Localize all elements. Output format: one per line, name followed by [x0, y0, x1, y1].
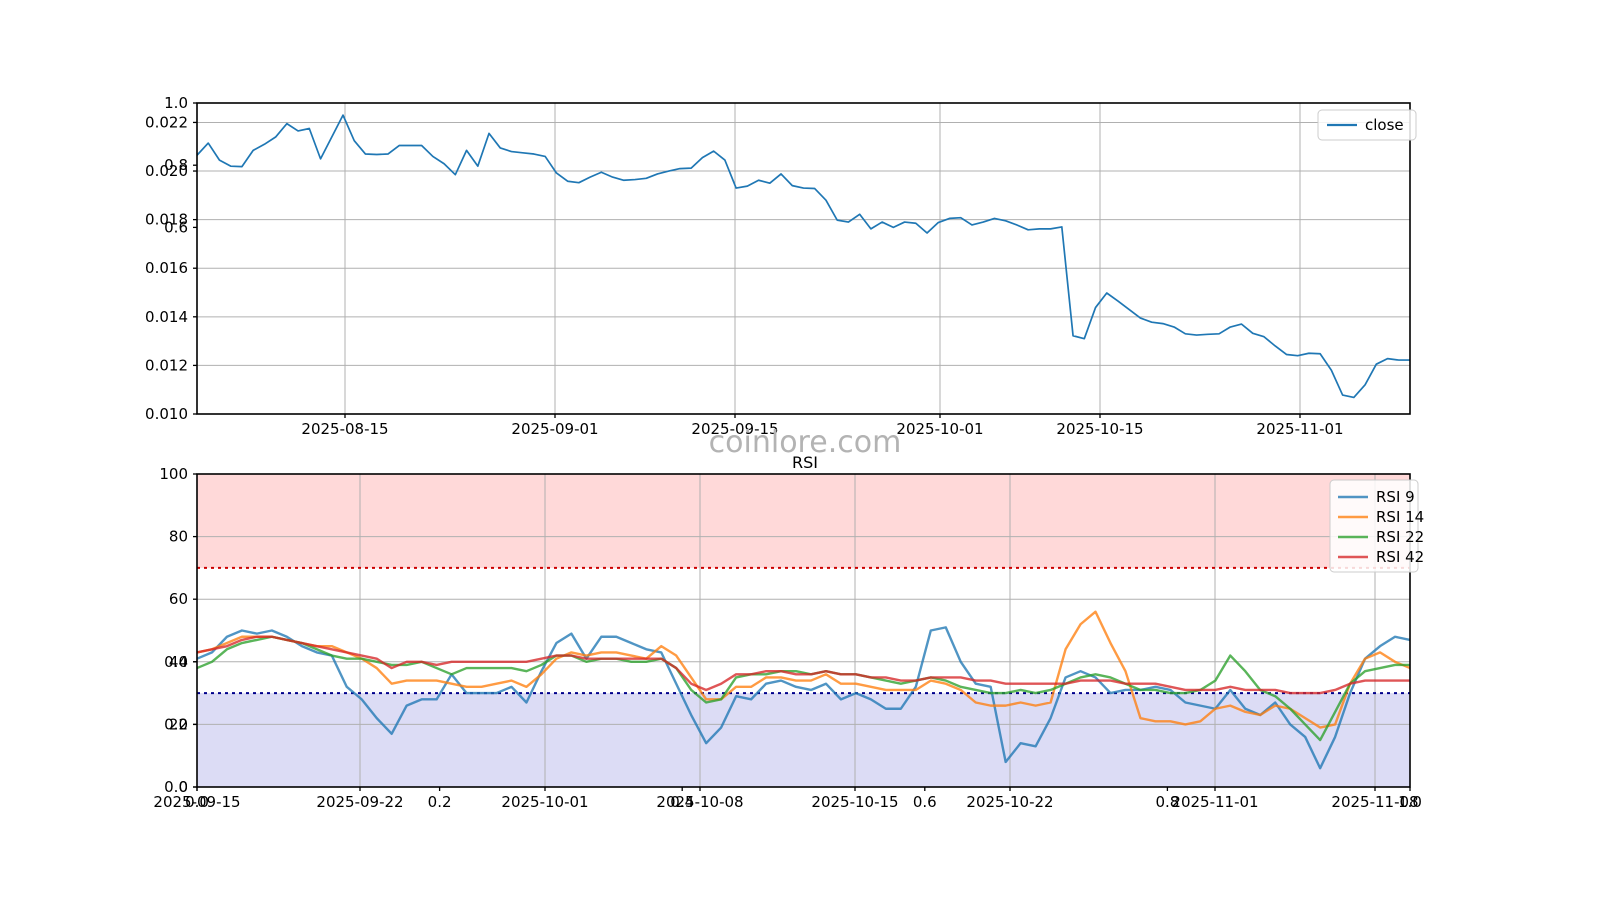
rsi-y-axis-ticks: 0 20 40 60 80 100 — [159, 465, 197, 796]
rsi-y-tick-label: 100 — [159, 465, 188, 483]
rsi-x-tick-label: 2025-09-15 — [153, 793, 240, 811]
price-series-close — [196, 114, 1410, 399]
rsi-y-tick-label-overlap: 0.2 — [164, 715, 188, 733]
rsi-y-tick-label: 60 — [169, 590, 188, 608]
rsi-gridlines — [197, 474, 1410, 787]
rsi-y-axis-ticks-overlap: 0.0 0.2 0.4 — [164, 653, 197, 796]
price-legend-box — [1317, 109, 1417, 141]
price-x-tick-label: 2025-11-01 — [1256, 420, 1343, 438]
close-line — [196, 114, 1410, 399]
rsi-x-tick-label: 2025-10-22 — [966, 793, 1053, 811]
price-x-tick-label: 2025-10-15 — [1056, 420, 1143, 438]
rsi-x-tick-label-overlap: 1.0 — [1398, 793, 1422, 811]
price-y-tick-label: 0.016 — [145, 259, 188, 277]
price-x-tick-label: 2025-08-15 — [301, 420, 388, 438]
rsi-legend-label-3: RSI 42 — [1376, 548, 1424, 566]
rsi-x-tick-label: 2025-10-15 — [811, 793, 898, 811]
rsi-overbought-band — [197, 474, 1410, 568]
price-plot-background — [197, 103, 1410, 414]
price-x-tick-label: 2025-09-15 — [691, 420, 778, 438]
price-y-tick-label: 0.012 — [145, 356, 188, 374]
rsi-y-tick-label: 0 — [178, 778, 188, 796]
rsi-y-tick-label-overlap: 0.4 — [164, 653, 188, 671]
rsi-oversold-band — [197, 693, 1410, 787]
rsi-x-tick-label: 2025-10-01 — [501, 793, 588, 811]
price-y-tick-label-overlap: 0.6 — [164, 218, 188, 236]
price-y-tick-label: 0.022 — [145, 113, 188, 131]
rsi-y-tick-label: 20 — [169, 715, 188, 733]
rsi-legend-label-0: RSI 9 — [1376, 488, 1415, 506]
rsi-x-tick-label-overlap: 0.0 — [185, 793, 209, 811]
rsi-line-rsi-9 — [196, 626, 1411, 770]
rsi-series-group — [196, 610, 1411, 770]
rsi-legend-label-2: RSI 22 — [1376, 528, 1424, 546]
rsi-legend-box — [1329, 479, 1419, 573]
rsi-y-tick-label-overlap: 0.0 — [164, 778, 188, 796]
rsi-x-tick-label-overlap: 0.8 — [1155, 793, 1179, 811]
price-y-tick-label: 0.010 — [145, 405, 188, 423]
rsi-line-rsi-14 — [196, 610, 1411, 729]
price-gridlines — [197, 103, 1410, 414]
price-y-tick-label: 0.014 — [145, 308, 188, 326]
price-y-axis-ticks-overlap: 0.6 0.8 1.0 — [164, 94, 197, 236]
rsi-legend-label-1: RSI 14 — [1376, 508, 1424, 526]
price-legend[interactable]: close — [1317, 109, 1417, 141]
price-y-tick-label: 0.018 — [145, 211, 188, 229]
price-x-tick-label: 2025-10-01 — [896, 420, 983, 438]
price-y-axis-ticks: 0.010 0.012 0.014 0.016 0.018 0.020 0.022 — [145, 113, 197, 423]
rsi-x-axis-ticks: 2025-09-15 2025-09-22 2025-10-01 2025-10-08… — [153, 787, 1419, 811]
price-y-tick-label-overlap: 1.0 — [164, 94, 188, 112]
rsi-title: RSI — [792, 453, 818, 472]
rsi-x-tick-label: 2025-10-08 — [656, 793, 743, 811]
watermark-coinlore: coinlore.com — [709, 425, 902, 460]
rsi-line-rsi-42 — [196, 635, 1410, 695]
price-axes-frame — [196, 102, 1411, 415]
rsi-axes-frame — [196, 473, 1411, 788]
price-y-tick-label: 0.020 — [145, 162, 188, 180]
price-y-tick-label-overlap: 0.8 — [164, 156, 188, 174]
rsi-x-tick-label: 2025-11-01 — [1171, 793, 1258, 811]
rsi-x-axis-ticks-overlap: 0.0 0.2 0.4 0.6 0.8 1.0 — [185, 787, 1422, 811]
rsi-x-tick-label: 2025-11-08 — [1331, 793, 1418, 811]
rsi-x-tick-label-overlap: 0.2 — [428, 793, 452, 811]
price-legend-label-close: close — [1365, 116, 1404, 134]
rsi-x-tick-label: 2025-09-22 — [316, 793, 403, 811]
rsi-y-tick-label: 40 — [169, 653, 188, 671]
price-x-axis-ticks: 2025-08-15 2025-09-01 2025-09-15 2025-10-01… — [301, 414, 1344, 438]
rsi-legend-items: RSI 9 RSI 14 RSI 22 RSI 42 — [1338, 488, 1424, 566]
rsi-x-tick-label-overlap: 0.6 — [913, 793, 937, 811]
rsi-x-tick-label-overlap: 0.4 — [670, 793, 694, 811]
rsi-legend[interactable]: RSI 9 RSI 14 RSI 22 RSI 42 — [1329, 479, 1424, 573]
rsi-y-tick-label: 80 — [169, 528, 188, 546]
price-x-tick-label: 2025-09-01 — [511, 420, 598, 438]
